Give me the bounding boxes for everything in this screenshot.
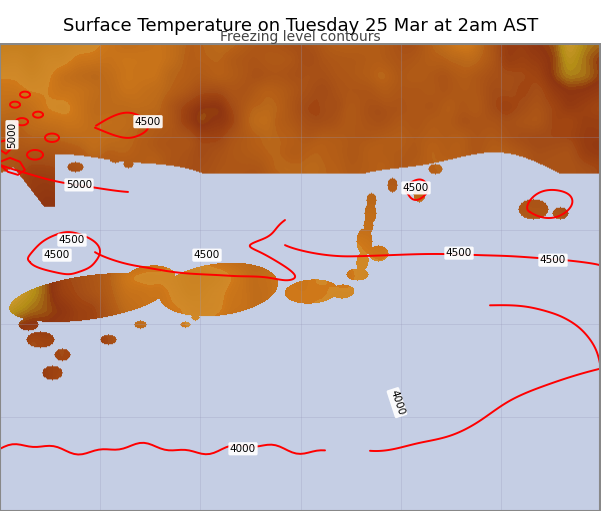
Text: 4500: 4500 bbox=[194, 250, 220, 260]
Text: 4000: 4000 bbox=[230, 444, 256, 454]
Text: Surface Temperature on Tuesday 25 Mar at 2am AST: Surface Temperature on Tuesday 25 Mar at… bbox=[63, 17, 538, 35]
Text: 4500: 4500 bbox=[540, 255, 566, 265]
Text: 5000: 5000 bbox=[66, 180, 92, 190]
Text: 4000: 4000 bbox=[388, 389, 406, 416]
Text: 4500: 4500 bbox=[446, 248, 472, 258]
Text: 5000: 5000 bbox=[7, 122, 17, 148]
Text: 4500: 4500 bbox=[59, 235, 85, 245]
Text: 4500: 4500 bbox=[403, 183, 429, 193]
Text: 4500: 4500 bbox=[135, 117, 161, 127]
Text: Freezing level contours: Freezing level contours bbox=[220, 30, 381, 43]
Text: 4500: 4500 bbox=[44, 250, 70, 260]
